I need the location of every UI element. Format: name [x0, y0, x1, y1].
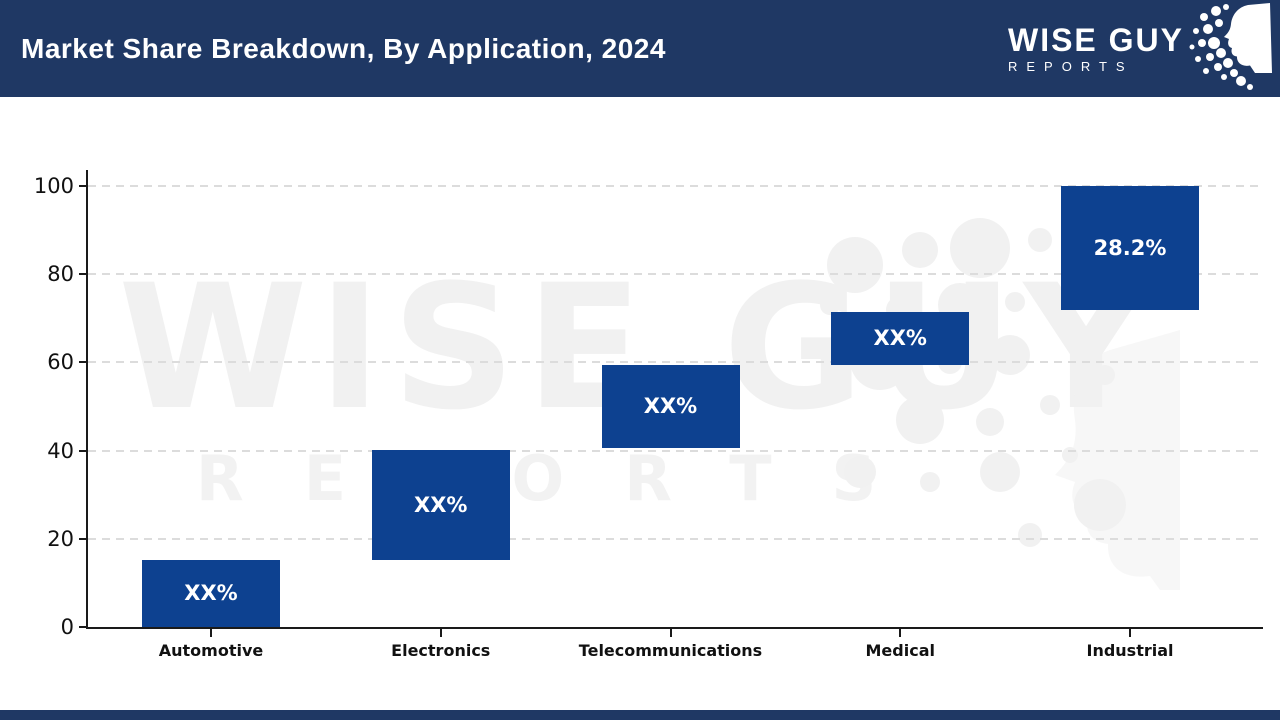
footer-band	[0, 710, 1280, 720]
x-category-label: Industrial	[1086, 641, 1174, 660]
y-tick-label-20: 20	[47, 526, 74, 551]
x-tick-4	[1129, 629, 1131, 637]
x-category-label: Medical	[865, 641, 935, 660]
header-band: Market Share Breakdown, By Application, …	[0, 0, 1280, 97]
x-category-label: Telecommunications	[578, 641, 763, 660]
bar-telecommunications: XX%	[601, 365, 740, 448]
y-tick-0	[79, 626, 87, 628]
gridline-y20	[88, 537, 1262, 540]
gridline-y60	[88, 361, 1262, 364]
y-tick-label-100: 100	[33, 174, 74, 198]
waterfall-chart: 0 20 40 60 80 100 XX% Automotive XX% Electronics X…	[0, 97, 1280, 710]
y-tick-60	[79, 361, 87, 364]
bar-value-label: XX%	[184, 581, 238, 606]
y-axis-line	[86, 170, 88, 629]
bar-value-label: 28.2%	[1093, 236, 1167, 261]
x-tick-1	[439, 629, 442, 637]
watermark-text-2: REPORTS	[196, 442, 937, 515]
bar-industrial: 28.2%	[1061, 186, 1199, 311]
x-category-label: Automotive	[158, 641, 264, 660]
y-tick-80	[79, 273, 87, 276]
gridline-y40	[88, 449, 1262, 452]
x-tick-2	[669, 629, 672, 637]
x-category-label: Electronics	[391, 641, 491, 660]
bar-value-label: XX%	[873, 326, 927, 351]
bar-automotive: XX%	[142, 559, 280, 627]
y-tick-100	[79, 185, 87, 187]
gridline-y80	[88, 273, 1262, 276]
x-tick-0	[210, 629, 212, 637]
bar-electronics: XX%	[371, 449, 510, 560]
bar-value-label: XX%	[643, 394, 698, 419]
y-tick-40	[79, 449, 87, 452]
wiseguy-logo-text: WISE GUY REPORTS	[1008, 24, 1184, 74]
wiseguy-logo-line2: REPORTS	[1007, 58, 1134, 74]
bar-value-label: XX%	[414, 492, 468, 517]
y-tick-label-40: 40	[47, 438, 74, 463]
bar-medical: XX%	[831, 311, 970, 366]
y-tick-20	[79, 537, 87, 540]
page-title: Market Share Breakdown, By Application, …	[21, 32, 666, 64]
y-tick-label-80: 80	[47, 262, 74, 287]
x-axis-line	[86, 627, 1263, 629]
wiseguy-logo: WISE GUY REPORTS	[1008, 2, 1280, 95]
wiseguy-head-logo-icon	[1186, 2, 1272, 95]
x-tick-3	[899, 629, 902, 637]
gridline-y100	[88, 185, 1262, 187]
y-tick-label-0: 0	[60, 615, 74, 639]
wiseguy-logo-line1: WISE GUY	[1007, 21, 1184, 58]
y-tick-label-60: 60	[47, 350, 74, 375]
